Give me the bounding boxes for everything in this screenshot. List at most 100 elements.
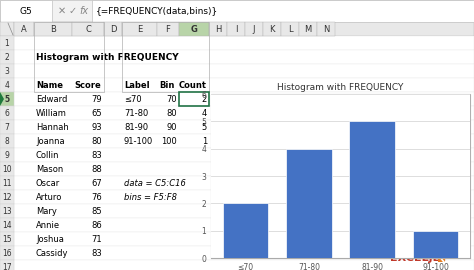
Bar	[14, 134, 474, 148]
Text: bins = F5:F8: bins = F5:F8	[124, 193, 177, 201]
Text: L: L	[288, 25, 292, 33]
Text: ✓: ✓	[69, 6, 77, 16]
Bar	[0, 78, 14, 92]
Text: 88: 88	[91, 164, 102, 174]
Text: 8: 8	[5, 137, 9, 146]
Text: 91-100: 91-100	[124, 137, 153, 146]
Text: E: E	[137, 25, 142, 33]
Bar	[14, 36, 474, 50]
Text: Mary: Mary	[36, 207, 57, 215]
Text: 6: 6	[5, 109, 9, 117]
Bar	[179, 92, 209, 106]
Text: Histogram with FREQUENCY: Histogram with FREQUENCY	[36, 52, 179, 62]
Bar	[223, 203, 268, 258]
Bar	[122, 22, 157, 36]
Text: 83: 83	[91, 150, 102, 160]
Bar	[0, 162, 14, 176]
Bar	[14, 232, 474, 246]
Bar	[14, 218, 474, 232]
Bar	[14, 106, 474, 120]
Text: Hannah: Hannah	[36, 123, 69, 131]
Text: 67: 67	[91, 178, 102, 187]
Text: F: F	[165, 25, 171, 33]
Text: 80: 80	[91, 137, 102, 146]
Text: C: C	[85, 25, 91, 33]
Bar	[0, 190, 14, 204]
Text: 93: 93	[91, 123, 102, 131]
Text: 2: 2	[202, 94, 207, 103]
Text: Score: Score	[74, 80, 101, 89]
Text: G: G	[191, 25, 198, 33]
Text: 7: 7	[5, 123, 9, 131]
Bar	[72, 22, 104, 36]
Bar	[0, 22, 14, 36]
Text: D: D	[110, 25, 116, 33]
Bar	[263, 22, 281, 36]
Bar	[14, 78, 474, 92]
Text: 71-80: 71-80	[124, 109, 148, 117]
Bar	[0, 176, 14, 190]
Text: 1: 1	[202, 137, 207, 146]
Bar	[0, 148, 14, 162]
Bar	[0, 120, 14, 134]
Text: 17: 17	[2, 262, 12, 270]
Title: Histogram with FREQUENCY: Histogram with FREQUENCY	[277, 83, 404, 92]
Text: {=FREQUENCY(data,bins)}: {=FREQUENCY(data,bins)}	[96, 6, 218, 15]
Bar	[349, 121, 395, 258]
Text: data = C5:C16: data = C5:C16	[124, 178, 186, 187]
Text: H: H	[215, 25, 221, 33]
Text: Mason: Mason	[36, 164, 63, 174]
Text: EXCELJET: EXCELJET	[390, 253, 448, 263]
Bar	[227, 22, 245, 36]
Text: 12: 12	[2, 193, 12, 201]
Text: 79: 79	[91, 94, 102, 103]
Bar	[0, 204, 14, 218]
Bar	[14, 92, 474, 106]
Bar	[14, 190, 474, 204]
Bar	[34, 22, 104, 92]
Text: 71: 71	[91, 235, 102, 244]
Bar	[245, 22, 263, 36]
Text: Collin: Collin	[36, 150, 60, 160]
Text: 81-90: 81-90	[124, 123, 148, 131]
Bar	[0, 64, 14, 78]
Bar	[14, 64, 474, 78]
Text: 4: 4	[202, 109, 207, 117]
Text: 70: 70	[166, 94, 177, 103]
Text: 16: 16	[2, 248, 12, 258]
Text: 11: 11	[2, 178, 12, 187]
Bar	[14, 204, 474, 218]
Text: 100: 100	[161, 137, 177, 146]
Text: G5: G5	[19, 6, 32, 15]
Text: Count: Count	[179, 80, 207, 89]
Bar	[0, 22, 474, 36]
Bar	[0, 232, 14, 246]
Text: 5: 5	[4, 94, 9, 103]
Bar	[281, 22, 299, 36]
Bar	[0, 246, 14, 260]
Text: N: N	[323, 25, 329, 33]
Text: 10: 10	[2, 164, 12, 174]
Text: Annie: Annie	[36, 221, 60, 229]
Text: 5: 5	[202, 123, 207, 131]
Text: ✕: ✕	[58, 6, 66, 16]
Bar	[14, 246, 474, 260]
Bar	[209, 22, 227, 36]
Bar	[14, 162, 474, 176]
Bar	[34, 22, 72, 36]
Bar	[14, 260, 474, 270]
Text: Arturo: Arturo	[36, 193, 63, 201]
Text: 76: 76	[91, 193, 102, 201]
Bar	[286, 149, 332, 258]
Bar	[0, 0, 52, 22]
Text: 86: 86	[91, 221, 102, 229]
Bar	[157, 22, 179, 36]
Bar	[438, 255, 445, 262]
Bar	[0, 92, 14, 106]
Text: fx: fx	[80, 6, 89, 16]
Text: K: K	[269, 25, 275, 33]
Text: 4: 4	[5, 80, 9, 89]
Text: B: B	[50, 25, 56, 33]
Text: Oscar: Oscar	[36, 178, 60, 187]
Text: A: A	[21, 25, 27, 33]
